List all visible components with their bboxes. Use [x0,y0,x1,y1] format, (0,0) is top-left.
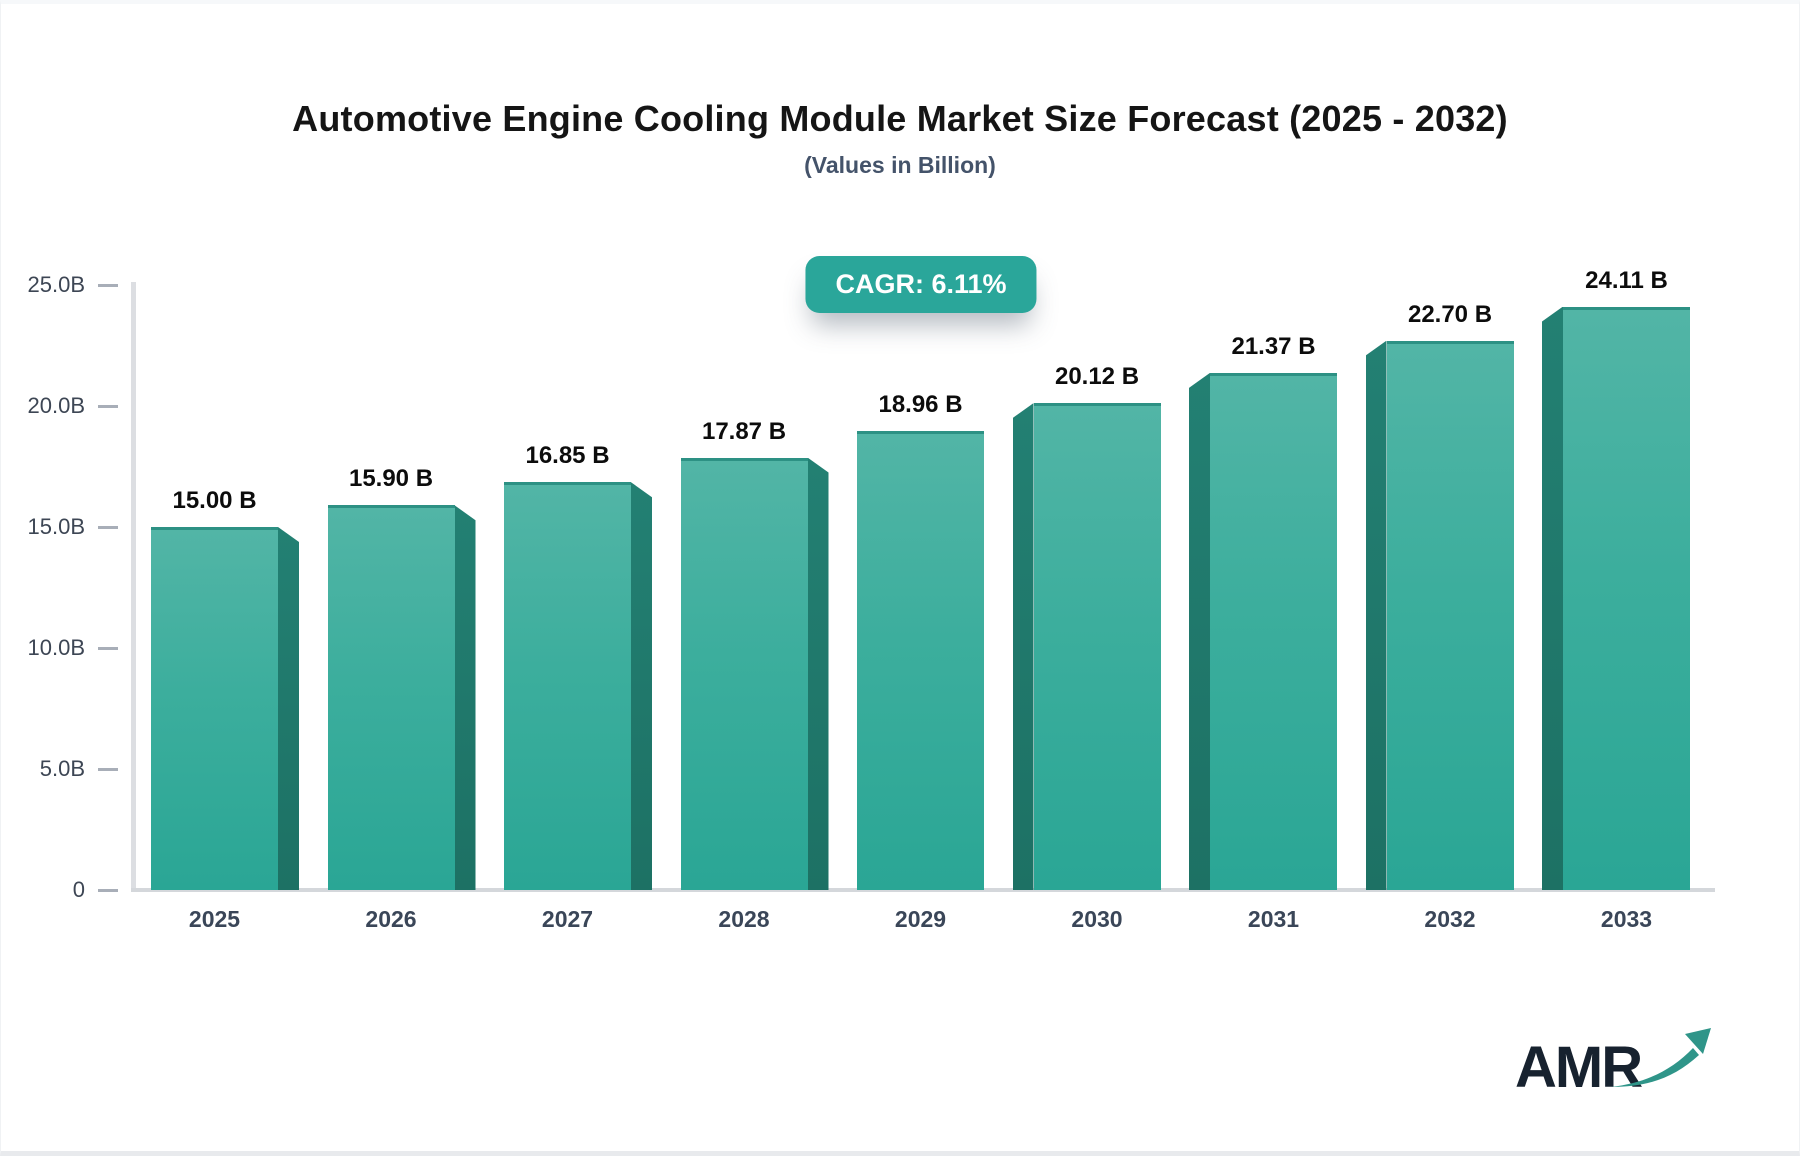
y-tick-label: 10.0B [27,635,86,660]
x-axis-label: 2027 [541,906,594,932]
y-tick-label: 0 [72,877,85,902]
x-axis-label: 2026 [365,906,417,932]
bar-face [680,457,808,890]
bar-side-panel [807,457,829,890]
bar-face [151,527,278,890]
x-axis-label: 2025 [188,906,241,932]
y-axis-line [131,282,136,892]
x-axis-label: 2031 [1247,906,1300,932]
bar-value-label: 22.70 B [1407,300,1493,328]
bar-side-panel [1542,306,1563,890]
cagr-badge: CAGR: 6.11% [805,256,1037,313]
bar-face [1210,372,1337,890]
bar-side-panel [454,505,476,890]
bar-value-label: 16.85 B [525,442,610,470]
y-tick-label: 20.0B [27,393,86,418]
y-tick-label: 5.0B [39,756,85,781]
y-tick-mark [98,647,118,650]
bar-value-label: 15.00 B [172,487,257,514]
x-axis-label: 2030 [1071,906,1123,932]
y-tick-label: 25.0B [27,272,86,297]
bar-value-label: 18.96 B [878,391,963,419]
bar-value-label: 21.37 B [1231,332,1316,360]
y-tick-mark [98,284,118,287]
bar-side-panel [1365,340,1387,890]
bar-value-label: 15.90 B [348,465,434,493]
bar-face [504,482,631,890]
amr-logo: AMR [1515,1027,1711,1103]
bar-side-panel [1189,372,1210,890]
x-axis-label: 2029 [894,906,947,932]
x-axis-label: 2033 [1600,906,1653,932]
bar-side-panel [278,527,299,890]
chart-title: Automotive Engine Cooling Module Market … [292,98,1508,139]
y-tick-mark [98,526,118,529]
y-tick-mark [98,768,118,771]
y-tick-mark [98,405,118,408]
bar-face [327,505,455,890]
bar-face [857,431,984,890]
growth-arrow-icon [1611,1028,1711,1087]
bar-side-panel [631,482,652,890]
y-tick-mark [98,889,118,892]
bar-chart-plot-area: 0 5.0B 10.0B 15.0B 20.0B 25.0B 15.00 B 2025 15.9… [1,4,1799,1151]
bar-face [1563,306,1690,890]
bar-value-label: 17.87 B [701,417,787,445]
amr-logo-text: AMR [1515,1035,1643,1100]
bar-face [1033,403,1161,890]
x-axis-label: 2032 [1424,906,1476,932]
bar-side-panel [1012,403,1034,890]
x-axis-line [131,888,1715,892]
y-tick-label: 15.0B [27,514,86,539]
bar-value-label: 20.12 B [1054,363,1140,391]
chart-subtitle: (Values in Billion) [804,152,996,178]
bar-face [1386,340,1514,890]
x-axis-label: 2028 [718,906,770,932]
bar-value-label: 24.11 B [1585,266,1668,294]
